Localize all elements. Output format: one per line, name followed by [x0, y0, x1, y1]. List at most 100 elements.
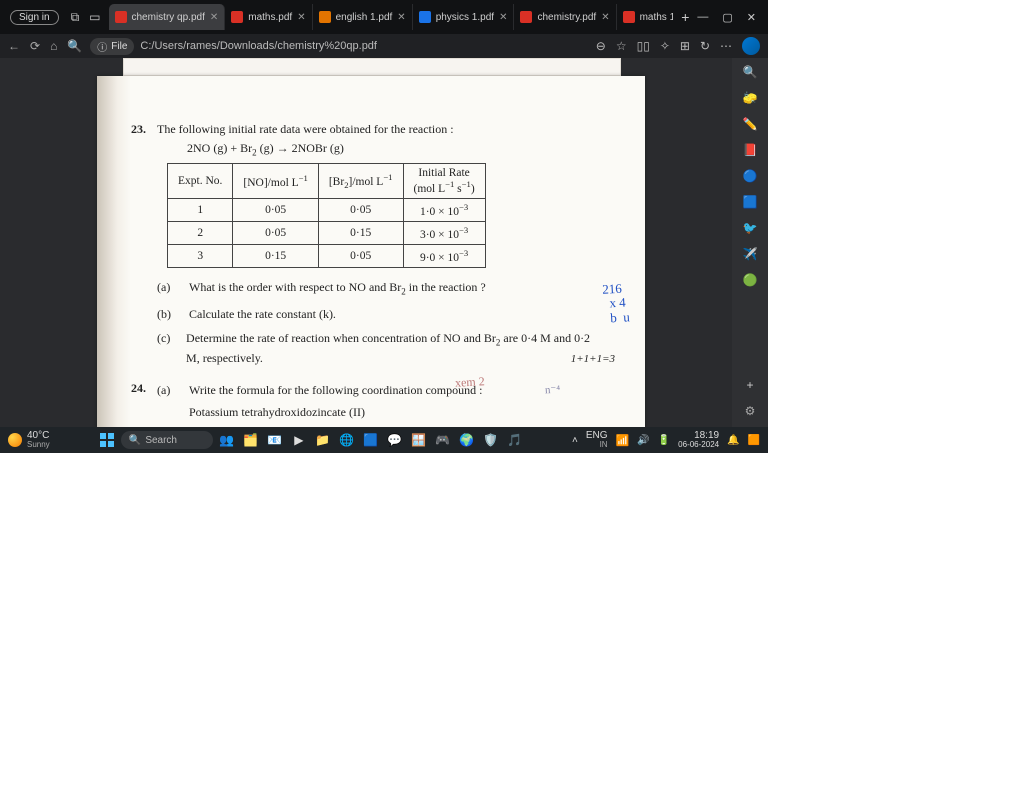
android-icon[interactable]: 🟢: [742, 272, 758, 288]
weather-widget[interactable]: 40°C Sunny: [8, 431, 50, 449]
taskbar-center: 🔍Search👥🗂️📧▶📁🌐🟦💬🪟🎮🌍🛡️🎵: [56, 430, 566, 450]
taskbar-app-7[interactable]: 💬: [385, 430, 405, 450]
q23-part-a: What is the order with respect to NO and…: [189, 278, 486, 299]
notifications-icon[interactable]: 🔔: [727, 435, 739, 446]
q23-number: 23.: [131, 122, 146, 137]
copilot-icon[interactable]: 🟧: [748, 435, 760, 446]
taskbar-search[interactable]: 🔍Search: [121, 431, 213, 449]
browser-window: Sign in ⧉ ▭ chemistry qp.pdf✕maths.pdf✕e…: [0, 0, 768, 453]
sidebar-add-button[interactable]: +: [742, 377, 758, 393]
url-field[interactable]: ⓘ File C:/Users/rames/Downloads/chemistr…: [90, 38, 588, 55]
favicon-icon: [419, 11, 431, 23]
table-cell: 0·05: [233, 222, 318, 245]
zoom-icon[interactable]: ⊖: [596, 39, 606, 53]
circle-icon[interactable]: 🔵: [742, 168, 758, 184]
table-cell: 0·15: [318, 222, 403, 245]
rate-data-table: Expt. No.[NO]/mol L−1[Br2]/mol L−1Initia…: [167, 163, 486, 267]
back-button[interactable]: ←: [8, 39, 20, 53]
tab-strip: chemistry qp.pdf✕maths.pdf✕english 1.pdf…: [109, 0, 674, 34]
tab-label: maths.pdf: [248, 12, 292, 23]
file-chip: ⓘ File: [90, 38, 134, 55]
q24-part-a-label: (a): [157, 381, 179, 399]
taskbar-app-4[interactable]: 📁: [313, 430, 333, 450]
close-tab-icon[interactable]: ✕: [297, 12, 305, 23]
titlebar: Sign in ⧉ ▭ chemistry qp.pdf✕maths.pdf✕e…: [0, 0, 768, 34]
tray-chevron-icon[interactable]: ˄: [572, 435, 578, 446]
close-tab-icon[interactable]: ✕: [210, 12, 218, 23]
taskbar-app-8[interactable]: 🪟: [409, 430, 429, 450]
new-tab-button[interactable]: +: [673, 9, 697, 25]
search-icon[interactable]: 🔍: [742, 64, 758, 80]
search-placeholder: Search: [145, 435, 177, 446]
battery-icon[interactable]: 🔋: [658, 435, 670, 446]
bird-icon[interactable]: 🐦: [742, 220, 758, 236]
table-cell: 1·0 × 10−3: [403, 199, 485, 222]
close-tab-icon[interactable]: ✕: [397, 12, 405, 23]
q24-number: 24.: [131, 381, 146, 396]
favicon-icon: [623, 11, 635, 23]
pdf-viewport[interactable]: 23. The following initial rate data were…: [0, 58, 732, 427]
tab-label: physics 1.pdf: [436, 12, 494, 23]
table-header: [NO]/mol L−1: [233, 164, 318, 199]
tab-2[interactable]: english 1.pdf✕: [313, 4, 413, 30]
tab-label: maths 1.pdf: [640, 12, 674, 23]
menu-icon[interactable]: ⋯: [720, 39, 732, 53]
favicon-icon: [115, 11, 127, 23]
maximize-button[interactable]: ▢: [722, 11, 732, 24]
tab-0[interactable]: chemistry qp.pdf✕: [109, 4, 226, 30]
favicon-icon: [319, 11, 331, 23]
system-tray[interactable]: ˄ ENG IN 📶 🔊 🔋 18:19 06-06-2024 🔔 🟧: [572, 431, 760, 449]
minimize-button[interactable]: —: [697, 11, 708, 24]
volume-icon[interactable]: 🔊: [637, 435, 649, 446]
taskbar-app-9[interactable]: 🎮: [433, 430, 453, 450]
close-tab-icon[interactable]: ✕: [601, 12, 609, 23]
taskbar-app-1[interactable]: 🗂️: [241, 430, 261, 450]
refresh-button[interactable]: ⟳: [30, 39, 40, 53]
q23-part-b: Calculate the rate constant (k).: [189, 305, 336, 323]
table-row: 10·050·051·0 × 10−3: [168, 199, 486, 222]
table-cell: 1: [168, 199, 233, 222]
taskbar-app-6[interactable]: 🟦: [361, 430, 381, 450]
square-icon[interactable]: 🟦: [742, 194, 758, 210]
weather-cond: Sunny: [27, 441, 50, 449]
taskbar-app-0[interactable]: 👥: [217, 430, 237, 450]
close-window-button[interactable]: ✕: [747, 11, 756, 24]
search-addr-icon[interactable]: 🔍: [67, 39, 82, 53]
sync-icon[interactable]: ↻: [700, 39, 710, 53]
part-label-a: (a): [157, 278, 179, 299]
signin-button[interactable]: Sign in: [10, 10, 59, 25]
home-button[interactable]: ⌂: [50, 39, 57, 53]
wifi-icon[interactable]: 📶: [616, 434, 630, 447]
start-button[interactable]: [97, 430, 117, 450]
taskbar: 40°C Sunny 🔍Search👥🗂️📧▶📁🌐🟦💬🪟🎮🌍🛡️🎵 ˄ ENG …: [0, 427, 768, 453]
sidebar-settings-icon[interactable]: ⚙: [742, 403, 758, 419]
book-icon[interactable]: 📕: [742, 142, 758, 158]
taskbar-app-3[interactable]: ▶: [289, 430, 309, 450]
taskbar-app-12[interactable]: 🎵: [505, 430, 525, 450]
plane-icon[interactable]: ✈️: [742, 246, 758, 262]
table-header: Initial Rate(mol L−1 s−1): [403, 164, 485, 199]
table-cell: 2: [168, 222, 233, 245]
split-icon[interactable]: ▯▯: [637, 39, 650, 53]
taskbar-app-10[interactable]: 🌍: [457, 430, 477, 450]
close-tab-icon[interactable]: ✕: [499, 12, 507, 23]
profile-avatar[interactable]: [742, 37, 760, 55]
prev-page-sliver: [123, 58, 621, 76]
table-header: [Br2]/mol L−1: [318, 164, 403, 199]
taskbar-app-2[interactable]: 📧: [265, 430, 285, 450]
tab-5[interactable]: maths 1.pdf✕: [617, 4, 674, 30]
part-label-c: (c): [157, 329, 176, 368]
workspaces-icon[interactable]: ⧉: [71, 10, 80, 25]
eraser-icon[interactable]: 🧽: [742, 90, 758, 106]
tab-3[interactable]: physics 1.pdf ✕: [413, 4, 515, 30]
tab-actions-icon[interactable]: ▭: [89, 10, 100, 25]
tab-4[interactable]: chemistry.pdf✕: [514, 4, 616, 30]
favorite-icon[interactable]: ☆: [616, 39, 627, 53]
tab-1[interactable]: maths.pdf ✕: [225, 4, 312, 30]
taskbar-app-5[interactable]: 🌐: [337, 430, 357, 450]
pencil-icon[interactable]: ✏️: [742, 116, 758, 132]
collections-icon[interactable]: ✧: [660, 39, 670, 53]
table-cell: 3: [168, 244, 233, 267]
taskbar-app-11[interactable]: 🛡️: [481, 430, 501, 450]
extensions-icon[interactable]: ⊞: [680, 39, 690, 53]
